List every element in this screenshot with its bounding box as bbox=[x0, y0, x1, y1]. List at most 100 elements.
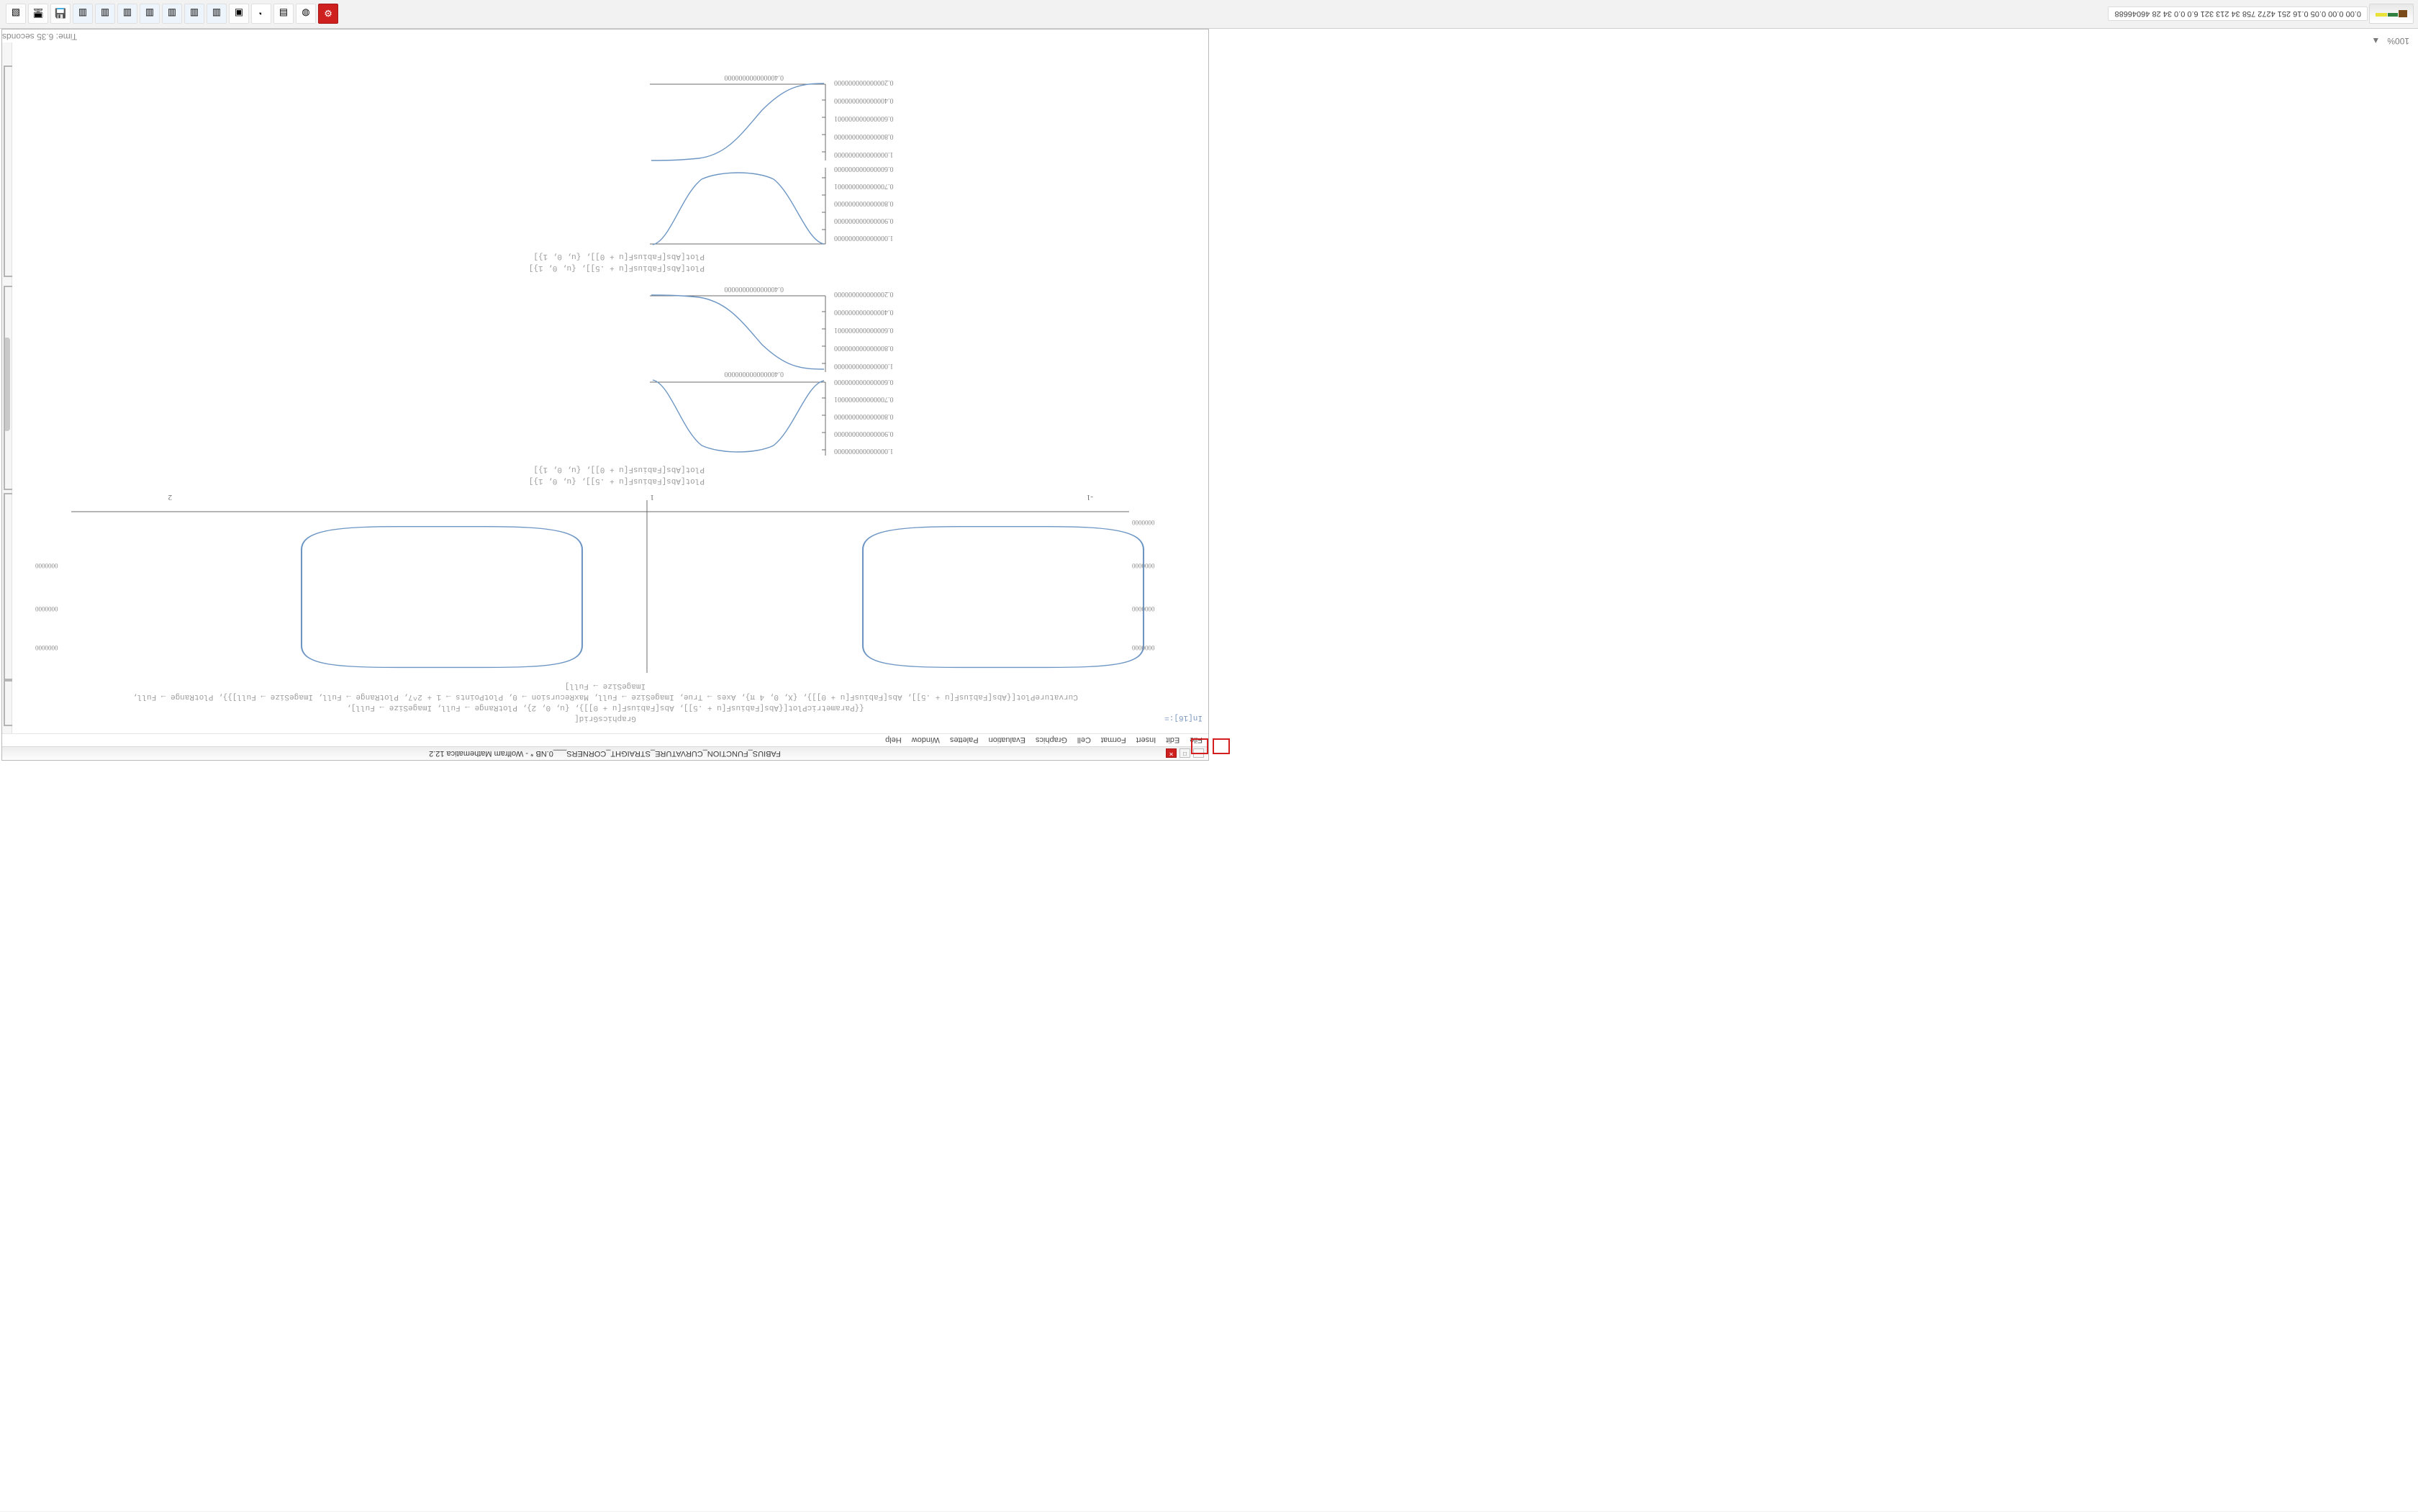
notepad-icon[interactable]: ▥ bbox=[162, 4, 182, 24]
window-title: FABIUS_FUNCTION_CURVATURE_STRAIGHT_CORNE… bbox=[429, 749, 781, 758]
y-tick: 1.000000000000000 bbox=[834, 447, 894, 455]
y-tick: 0.800000000000000 bbox=[834, 412, 894, 420]
taskbar-left[interactable]: 0.00 0.00 0.05 0.16 251 4272 758 34 213 … bbox=[2108, 4, 2414, 24]
notepad-icon[interactable]: ▥ bbox=[73, 4, 93, 24]
plot-dome-svg bbox=[650, 379, 826, 456]
monitor-icon[interactable]: 🖥 bbox=[28, 4, 48, 24]
menu-item-insert[interactable]: Insert bbox=[1136, 735, 1156, 745]
y-tick: 0000000 bbox=[1132, 562, 1155, 569]
close-button[interactable]: ✕ bbox=[1166, 748, 1177, 759]
menu-item-format[interactable]: Format bbox=[1100, 735, 1126, 745]
y-tick: 0.600000000000001 bbox=[834, 114, 894, 122]
notebook-canvas[interactable]: In[16]:= GraphicsGrid[ {{ParametricPlot[… bbox=[2, 42, 1208, 733]
menu-item-palettes[interactable]: Palettes bbox=[949, 735, 979, 745]
y-tick: 0.900000000000000 bbox=[834, 217, 894, 225]
selection-highlight-right[interactable] bbox=[1213, 738, 1230, 754]
notepad-icon[interactable]: ▥ bbox=[95, 4, 115, 24]
zoom-control[interactable]: 100% ▲ bbox=[6, 33, 2409, 49]
y-ticks-falling: 1.000000000000000 0.800000000000000 0.60… bbox=[834, 290, 992, 370]
y-tick: 0.800000000000000 bbox=[834, 199, 894, 207]
notepad-icon[interactable]: ▥ bbox=[184, 4, 204, 24]
code-line: CurvaturePlot[{Abs[FabiusF[u + .5]], Abs… bbox=[132, 692, 1078, 701]
mathematica-window-rotated: — □ ✕ FABIUS_FUNCTION_CURVATURE_STRAIGHT… bbox=[1, 29, 1209, 761]
y-tick: 0.400000000000000 bbox=[834, 96, 894, 104]
x-tick-falling: 0.400000000000000 bbox=[724, 285, 784, 293]
menu-item-edit[interactable]: Edit bbox=[1166, 735, 1180, 745]
x-axis-tick-right: 2 bbox=[168, 493, 173, 502]
x-axis-tick-mid: 1 bbox=[650, 493, 655, 502]
y-tick: 0.700000000000001 bbox=[834, 395, 894, 403]
y-tick: 1.000000000000000 bbox=[834, 234, 894, 242]
browser-icon[interactable]: ◍ bbox=[296, 4, 316, 24]
menu-item-cell[interactable]: Cell bbox=[1077, 735, 1091, 745]
code-plot-pair-upper-a[interactable]: Plot[Abs[FabiusF[u + .5]], {u, 0, 1}] bbox=[528, 476, 705, 485]
plot-fabius-dome[interactable] bbox=[648, 379, 828, 458]
y-tick: 0000000 bbox=[1132, 519, 1155, 526]
start-logo-icon bbox=[2376, 10, 2407, 17]
y-tick: 0000000 bbox=[35, 644, 58, 651]
plot-fabius-valley[interactable] bbox=[648, 166, 828, 245]
code-line: {{ParametricPlot[{Abs[FabiusF[u + .5]], … bbox=[346, 703, 864, 712]
y-tick: 0.800000000000000 bbox=[834, 344, 894, 352]
code-line: ImageSize → Full] bbox=[564, 682, 646, 690]
maximize-button[interactable]: □ bbox=[1179, 748, 1190, 759]
y-tick: 0.900000000000000 bbox=[834, 430, 894, 438]
cell-bracket[interactable] bbox=[4, 493, 12, 680]
y-tick: 0000000 bbox=[1132, 605, 1155, 612]
y-tick: 1.000000000000000 bbox=[834, 150, 894, 158]
y-ticks-valley: 1.000000000000000 0.900000000000000 0.80… bbox=[834, 165, 992, 242]
y-tick: 0000000 bbox=[35, 562, 58, 569]
y-tick: 0.400000000000000 bbox=[834, 308, 894, 316]
system-monitor-readout: 0.00 0.00 0.05 0.16 251 4272 758 34 213 … bbox=[2108, 6, 2368, 21]
x-axis-tick-left: -1 bbox=[1086, 493, 1093, 502]
disk-icon[interactable]: ▧ bbox=[6, 4, 26, 24]
terminal-icon[interactable]: ▤ bbox=[273, 4, 294, 24]
notepad-icon[interactable]: ▥ bbox=[117, 4, 137, 24]
plot-falling-svg bbox=[650, 294, 826, 372]
code-graphicsgrid[interactable]: GraphicsGrid[ {{ParametricPlot[{Abs[Fabi… bbox=[2, 680, 1208, 723]
zoom-level: 100% bbox=[2387, 36, 2409, 46]
menu-bar[interactable]: File Edit Insert Format Cell Graphics Ev… bbox=[2, 733, 1208, 746]
y-tick: 0000000 bbox=[35, 605, 58, 612]
firefox-icon[interactable]: ◔ bbox=[251, 4, 271, 24]
selection-highlight-left[interactable] bbox=[1191, 738, 1208, 754]
cell-bracket[interactable] bbox=[4, 65, 12, 277]
y-tick: 0.600000000000001 bbox=[834, 326, 894, 334]
notepad-icon[interactable]: ▥ bbox=[207, 4, 227, 24]
plot-valley-svg bbox=[650, 168, 826, 245]
taskbar[interactable]: 0.00 0.00 0.05 0.16 251 4272 758 34 213 … bbox=[0, 0, 2418, 29]
code-line: GraphicsGrid[ bbox=[574, 714, 636, 723]
code-plot-pair-lower-a[interactable]: Plot[Abs[FabiusF[u + .5]], {u, 0, 1}] bbox=[528, 263, 705, 272]
cell-bracket[interactable] bbox=[4, 680, 12, 726]
y-tick: 0.600000000000000 bbox=[834, 378, 894, 386]
y-ticks-rising: 1.000000000000000 0.800000000000000 0.60… bbox=[834, 78, 992, 158]
y-tick: 0.200000000000000 bbox=[834, 290, 894, 298]
parametric-plot-svg: 0000000 0000000 0000000 0000000 0000000 … bbox=[35, 500, 1155, 673]
menu-item-evaluation[interactable]: Evaluation bbox=[988, 735, 1025, 745]
x-tick-rising: 0.400000000000000 bbox=[724, 73, 784, 81]
notepad-icon[interactable]: ▥ bbox=[140, 4, 160, 24]
camera-icon[interactable]: ▣ bbox=[229, 4, 249, 24]
taskbar-icons[interactable]: ⚙ ◍ ▤ ◔ ▣ ▥ ▥ ▥ ▥ ▥ ▥ ▥ 💾 🖥 ▧ bbox=[6, 4, 338, 24]
code-plot-pair-lower-b[interactable]: Plot[Abs[FabiusF[u + 0]], {u, 0, 1}] bbox=[533, 252, 705, 261]
y-tick: 0000000 bbox=[1132, 644, 1155, 651]
y-tick: 0.600000000000000 bbox=[834, 165, 894, 173]
y-tick: 0.800000000000000 bbox=[834, 132, 894, 140]
menu-item-window[interactable]: Window bbox=[911, 735, 940, 745]
plot-fabius-falling[interactable] bbox=[648, 294, 828, 374]
y-tick: 0.700000000000001 bbox=[834, 182, 894, 190]
title-bar: — □ ✕ FABIUS_FUNCTION_CURVATURE_STRAIGHT… bbox=[2, 746, 1208, 760]
menu-item-graphics[interactable]: Graphics bbox=[1035, 735, 1067, 745]
code-plot-pair-upper-b[interactable]: Plot[Abs[FabiusF[u + 0]], {u, 0, 1}] bbox=[533, 465, 705, 474]
start-button[interactable] bbox=[2369, 4, 2414, 24]
save-icon[interactable]: 💾 bbox=[50, 4, 71, 24]
y-ticks-dome: 1.000000000000000 0.900000000000000 0.80… bbox=[834, 378, 992, 455]
plot-fabius-rising[interactable] bbox=[648, 83, 828, 162]
cell-bracket[interactable] bbox=[4, 286, 12, 490]
plot-rising-svg bbox=[650, 83, 826, 161]
parametric-plot-output[interactable]: 0000000 0000000 0000000 0000000 0000000 … bbox=[14, 499, 1194, 679]
zoom-caret-icon[interactable]: ▲ bbox=[2371, 36, 2381, 46]
settings-icon[interactable]: ⚙ bbox=[318, 4, 338, 24]
y-tick: 1.000000000000000 bbox=[834, 362, 894, 370]
menu-item-help[interactable]: Help bbox=[885, 735, 902, 745]
